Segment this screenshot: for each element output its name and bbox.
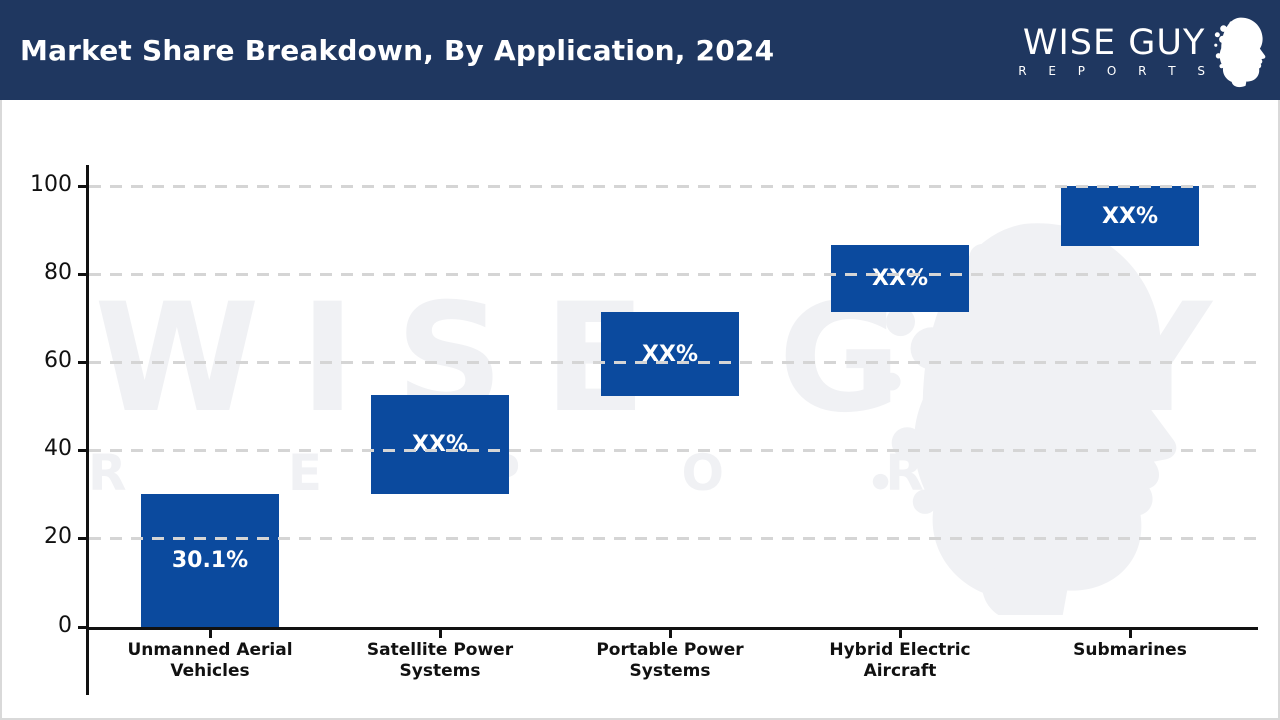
- category-line: Systems: [629, 661, 711, 681]
- y-tick-mark: [78, 361, 87, 364]
- gridline-100: [89, 185, 1258, 188]
- category-label-portable-power-systems: Portable Power Systems: [550, 640, 790, 682]
- category-line: Systems: [399, 661, 481, 681]
- logo-face-icon: [1214, 17, 1266, 88]
- bar-submarines: XX%: [1061, 186, 1199, 246]
- gridline-40: [89, 449, 1258, 452]
- x-tick-mark: [1129, 630, 1132, 638]
- y-tick-label: 40: [44, 436, 72, 461]
- y-tick-label: 100: [30, 172, 72, 197]
- y-tick-label: 80: [44, 260, 72, 285]
- bar-value-label: XX%: [412, 432, 468, 457]
- category-line: Vehicles: [170, 661, 250, 681]
- bar-value-label: 30.1%: [171, 548, 249, 573]
- gridline-80: [89, 273, 1258, 276]
- bar-value-label: XX%: [1102, 203, 1158, 229]
- category-label-satellite-power-systems: Satellite Power Systems: [320, 640, 560, 682]
- category-line: Submarines: [1073, 640, 1187, 660]
- canvas-border-bottom: [0, 718, 1280, 720]
- y-tick-mark: [78, 626, 87, 629]
- bar-value-label: XX%: [872, 266, 928, 291]
- bar-portable-power-systems: XX%: [601, 312, 739, 396]
- category-label-submarines: Submarines: [1010, 640, 1250, 661]
- x-tick-mark: [439, 630, 442, 638]
- category-line: Hybrid Electric: [829, 640, 971, 660]
- y-axis-line: [86, 165, 89, 695]
- bar-hybrid-electric-aircraft: XX%: [831, 245, 969, 312]
- header-bar: Market Share Breakdown, By Application, …: [0, 0, 1280, 100]
- y-tick-label: 20: [44, 524, 72, 549]
- canvas-border-left: [0, 100, 2, 720]
- gridline-20: [89, 537, 1258, 540]
- y-tick-mark: [78, 449, 87, 452]
- brand-logo-text: WISE GUY R E P O R T S: [1014, 24, 1214, 78]
- canvas-border-right: [1278, 100, 1280, 720]
- watermark-face-icon: [872, 223, 1177, 615]
- y-tick-label: 0: [58, 613, 72, 638]
- x-tick-mark: [669, 630, 672, 638]
- bar-satellite-power-systems: XX%: [371, 395, 509, 494]
- x-axis-line: [86, 627, 1258, 630]
- category-line: Portable Power: [596, 640, 744, 660]
- x-tick-mark: [899, 630, 902, 638]
- y-tick-mark: [78, 185, 87, 188]
- category-label-hybrid-electric-aircraft: Hybrid Electric Aircraft: [780, 640, 1020, 682]
- logo-subtext: R E P O R T S: [1018, 64, 1214, 78]
- bar-unmanned-aerial-vehicles: 30.1%: [141, 494, 279, 627]
- y-tick-mark: [78, 273, 87, 276]
- logo-wordmark: WISE GUY: [1022, 23, 1206, 63]
- category-label-unmanned-aerial-vehicles: Unmanned Aerial Vehicles: [90, 640, 330, 682]
- chart-area: WISE GUY R E P O R T S 100 80 60 40 20 0…: [0, 100, 1280, 720]
- y-tick-mark: [78, 537, 87, 540]
- gridline-60: [89, 361, 1258, 364]
- chart-title: Market Share Breakdown, By Application, …: [20, 33, 775, 67]
- category-line: Aircraft: [863, 661, 937, 681]
- category-line: Satellite Power: [366, 640, 514, 660]
- y-tick-label: 60: [44, 348, 72, 373]
- brand-logo: WISE GUY R E P O R T S: [1014, 10, 1268, 92]
- category-line: Unmanned Aerial: [127, 640, 293, 660]
- x-tick-mark: [209, 630, 212, 638]
